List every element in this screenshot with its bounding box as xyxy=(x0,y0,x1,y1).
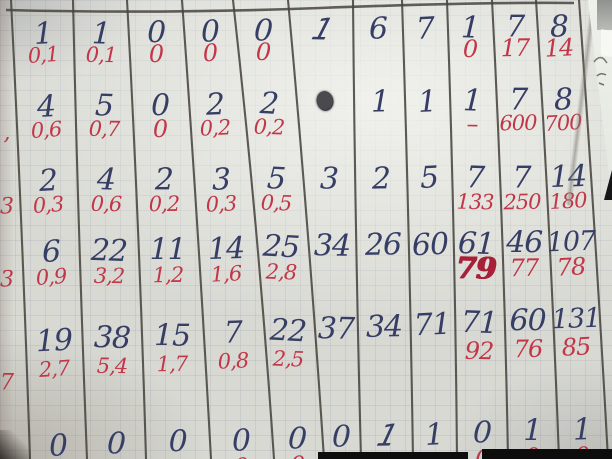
cell-value-red: 0 xyxy=(462,34,478,64)
cell-value-red: 2,7 xyxy=(38,355,71,382)
background-dark-sliver xyxy=(604,170,612,200)
cell-value-red: 1,6 xyxy=(210,260,243,287)
cell-value-red: 0,5 xyxy=(259,190,292,216)
cell-value-red: 76 xyxy=(513,335,543,364)
cell-value-blue: 22 xyxy=(269,312,308,350)
cell-value-blue: 15 xyxy=(153,318,191,354)
cell-value-red: 0 xyxy=(202,38,218,68)
cell-value-red: 0,7 xyxy=(88,117,120,142)
cell-value-blue: 60 xyxy=(411,226,450,263)
cell-value-red: 0,9 xyxy=(35,263,68,291)
cell-value-red: 2,8 xyxy=(265,259,297,286)
cell-value-red: 0,2 xyxy=(253,114,285,140)
cell-value-red: 1,7 xyxy=(156,351,188,377)
cell-value-red: 17 xyxy=(500,34,530,63)
cell-value-red: 0,6 xyxy=(29,117,62,144)
cell-value-blue: 0 xyxy=(168,424,188,459)
cell-value-blue: 5 xyxy=(418,160,439,197)
cell-value-red: 0 xyxy=(148,39,164,68)
cell-value-red: 0,8 xyxy=(217,348,249,375)
cell-value-red: 14 xyxy=(544,33,575,63)
cell-value-red: 79 xyxy=(456,250,497,287)
cell-value-blue: 3 xyxy=(319,161,339,197)
cell-value-red: 0,1 xyxy=(85,42,117,67)
cell-value-red: 600 xyxy=(499,111,538,136)
background-scribble-marks xyxy=(593,56,608,86)
cell-value-blue: 1 xyxy=(372,418,401,454)
cell-value-blue: 60 xyxy=(509,303,547,339)
cell-value-blue: 19 xyxy=(35,322,74,360)
left-edge-red-fragment: 3 xyxy=(0,268,14,293)
cell-value-red: 0,6 xyxy=(91,192,122,217)
cell-value-blue: 1 xyxy=(416,83,437,120)
left-edge-red-fragment: 7 xyxy=(0,371,14,396)
cell-value-red: 0,1 xyxy=(27,42,60,69)
cell-value-blue: 7 xyxy=(506,9,525,45)
cell-value-blue: 0 xyxy=(150,88,170,124)
cell-value-blue: 6 xyxy=(368,11,388,48)
left-edge-red-fragment: 3 xyxy=(0,195,14,220)
bottom-left-corner-shadow xyxy=(0,430,30,459)
cell-value-red: – xyxy=(466,109,479,139)
cell-value-blue: 1 xyxy=(370,84,389,121)
cell-value-red: 5,4 xyxy=(96,354,128,379)
cell-value-blue: 34 xyxy=(313,228,351,265)
cell-value-blue: 11 xyxy=(149,232,186,268)
cell-value-blue: 7 xyxy=(223,315,243,352)
cell-value-red: 0 xyxy=(255,37,271,67)
cell-value-blue: 1 xyxy=(523,413,542,449)
cell-value-blue: 2 xyxy=(154,162,174,198)
cell-value-red: 0 xyxy=(152,114,168,143)
background-grey-object xyxy=(597,0,612,30)
left-edge-shadow xyxy=(0,0,14,459)
cell-value-blue: 46 xyxy=(506,225,543,261)
black-scan-bar xyxy=(482,449,612,459)
cell-value-blue: 71 xyxy=(412,306,451,344)
cell-value-blue: 7 xyxy=(509,82,528,118)
cell-value-blue: 1 xyxy=(307,12,337,48)
cell-value-red: 85 xyxy=(560,332,591,363)
cell-value-blue: 7 xyxy=(512,160,531,196)
cell-value-blue: 0 xyxy=(147,15,166,51)
cell-value-red: 3,2 xyxy=(93,263,125,289)
cell-value-red: 1,2 xyxy=(152,262,183,287)
cell-value-red: 78 xyxy=(556,252,587,282)
cell-value-red: 0 xyxy=(233,452,249,459)
cell-value-red: 0 xyxy=(290,451,305,459)
cell-value-red: 92 xyxy=(464,337,494,366)
cell-value-blue: 0 xyxy=(48,428,68,459)
cell-value-red: 0,3 xyxy=(205,190,237,217)
cell-value-blue: 0 xyxy=(332,419,351,456)
cell-value-red: 0,2 xyxy=(148,191,180,217)
cell-value-red: 0,3 xyxy=(32,191,65,218)
cell-value-blue: 26 xyxy=(364,227,401,264)
cell-value-blue: 7 xyxy=(415,10,436,47)
cell-value-red: 0,2 xyxy=(199,115,232,141)
left-edge-red-fragment: , xyxy=(4,121,11,146)
cell-value-red: 133 xyxy=(455,189,494,215)
cell-value-blue: 2 xyxy=(371,160,391,197)
cell-value-blue: 34 xyxy=(365,309,403,346)
cell-value-red: 250 xyxy=(502,189,541,214)
cell-value-red: 2,5 xyxy=(272,346,304,372)
cell-value-blue: 37 xyxy=(317,311,355,348)
cell-value-blue: 1 xyxy=(424,416,445,453)
cell-value-blue: 38 xyxy=(93,320,131,357)
black-scan-bar xyxy=(318,452,468,459)
cell-value-blue: 0 xyxy=(106,426,126,459)
scribbled-out-entry xyxy=(315,89,336,113)
cell-value-blue: 131 xyxy=(550,303,601,336)
cell-value-red: 77 xyxy=(509,253,539,282)
